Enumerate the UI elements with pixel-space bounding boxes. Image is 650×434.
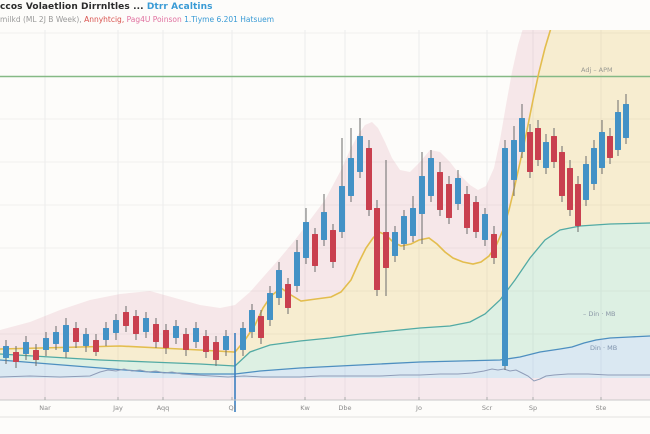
chart-header: ccos Volaetlion Dirrnltles ... Dtrr Acal… bbox=[0, 1, 274, 26]
candle-body bbox=[312, 234, 318, 266]
candle-body bbox=[383, 232, 389, 268]
x-axis-label: Jo bbox=[415, 404, 422, 412]
candle-body bbox=[575, 184, 581, 226]
candle-body bbox=[163, 330, 169, 348]
candle-body bbox=[276, 270, 282, 298]
candle-body bbox=[559, 152, 565, 196]
x-axis-label: Nar bbox=[39, 404, 51, 412]
candle-body bbox=[607, 136, 613, 158]
candle-body bbox=[567, 168, 573, 210]
candle-body bbox=[491, 234, 497, 258]
candle-body bbox=[240, 328, 246, 350]
candle-body bbox=[591, 148, 597, 184]
candle-body bbox=[357, 136, 363, 172]
band-fill-yellow bbox=[0, 30, 650, 366]
candle-body bbox=[173, 326, 179, 338]
subtitle-indicator-link[interactable]: 1.Tiyme 6.201 Hatsuem bbox=[184, 15, 275, 24]
candle-body bbox=[551, 136, 557, 162]
candle-body bbox=[83, 334, 89, 346]
x-axis-label: Jay bbox=[112, 404, 123, 412]
candle-body bbox=[285, 284, 291, 308]
subtitle-indicator-pink: Pag4U Poinson bbox=[126, 15, 182, 24]
candle-body bbox=[267, 293, 273, 320]
bottom-indicator-line bbox=[0, 368, 650, 382]
chart-title: ccos Volaetlion Dirrnltles ... Dtrr Acal… bbox=[0, 1, 274, 13]
candle-body bbox=[93, 340, 99, 352]
candle-body bbox=[258, 316, 264, 338]
x-axis-label: Dbe bbox=[338, 404, 351, 412]
candle-body bbox=[482, 214, 488, 240]
chart-subtitle: milkd (ML 2J B Week), Annyhtcig, Pag4U P… bbox=[0, 14, 274, 26]
candle-body bbox=[203, 336, 209, 352]
candle-body bbox=[401, 216, 407, 244]
subtitle-indicator-red: Annyhtcig, bbox=[84, 15, 125, 24]
candle-body bbox=[223, 336, 229, 350]
candle-body bbox=[543, 142, 549, 168]
resistance-line-label: Adj – APM bbox=[581, 66, 613, 74]
candle-body bbox=[321, 212, 327, 240]
band-label-lower: Din · MB bbox=[590, 344, 618, 352]
candle-body bbox=[153, 324, 159, 342]
candle-body bbox=[213, 342, 219, 360]
candle-body bbox=[511, 140, 517, 180]
candle-body bbox=[615, 112, 621, 150]
candle-body bbox=[303, 222, 309, 258]
x-axis-label: Kw bbox=[300, 404, 310, 412]
candle-body bbox=[623, 104, 629, 138]
teal-ma-line bbox=[0, 222, 650, 367]
candle-body bbox=[249, 310, 255, 332]
chart-title-text: ccos Volaetlion Dirrnltles ... bbox=[0, 2, 144, 12]
candle-body bbox=[123, 312, 129, 326]
candle-body bbox=[583, 164, 589, 200]
candle-body bbox=[43, 338, 49, 350]
candle-body bbox=[63, 325, 69, 352]
candle-body bbox=[392, 232, 398, 256]
candle-body bbox=[419, 176, 425, 214]
candle-body bbox=[113, 320, 119, 333]
candle-body bbox=[519, 118, 525, 152]
x-axis-label: Ste bbox=[596, 404, 607, 412]
x-axis-label: Ql bbox=[229, 404, 236, 412]
band-fill-mint bbox=[0, 223, 650, 374]
candle-body bbox=[103, 328, 109, 340]
candle-body bbox=[455, 178, 461, 204]
subtitle-instrument: milkd (ML 2J B Week), bbox=[0, 15, 82, 24]
candle-body bbox=[428, 158, 434, 196]
candle-body bbox=[53, 332, 59, 344]
candle-body bbox=[464, 194, 470, 228]
candle-body bbox=[23, 342, 29, 354]
candle-body bbox=[437, 172, 443, 210]
candle-body bbox=[339, 186, 345, 232]
candle-body bbox=[446, 184, 452, 218]
candle-body bbox=[410, 208, 416, 236]
candle-body bbox=[33, 350, 39, 360]
candle-body bbox=[535, 128, 541, 160]
candle-body bbox=[13, 352, 19, 362]
candle-body bbox=[330, 230, 336, 262]
candle-body bbox=[294, 252, 300, 286]
candle-body bbox=[599, 132, 605, 168]
candle-body bbox=[193, 328, 199, 342]
candle-body bbox=[133, 316, 139, 334]
candle-body bbox=[143, 318, 149, 332]
candle-body bbox=[73, 328, 79, 342]
candle-body bbox=[366, 148, 372, 210]
candle-body bbox=[3, 346, 9, 358]
candle-body bbox=[374, 208, 380, 290]
x-axis-label: Sp bbox=[529, 404, 537, 412]
candle-body bbox=[348, 158, 354, 196]
x-axis-label: Aqq bbox=[157, 404, 170, 412]
candle-body bbox=[502, 148, 508, 366]
x-axis-label: Scr bbox=[482, 404, 493, 412]
bottom-strip bbox=[0, 378, 650, 400]
band-label-upper: – Din · MB bbox=[583, 310, 616, 318]
chart-title-link[interactable]: Dtrr Acaltins bbox=[146, 2, 213, 12]
band-fill-blue bbox=[0, 336, 650, 378]
candle-body bbox=[473, 202, 479, 232]
candle-body bbox=[183, 334, 189, 350]
candle-body bbox=[527, 132, 533, 172]
plot-area[interactable] bbox=[0, 0, 650, 400]
